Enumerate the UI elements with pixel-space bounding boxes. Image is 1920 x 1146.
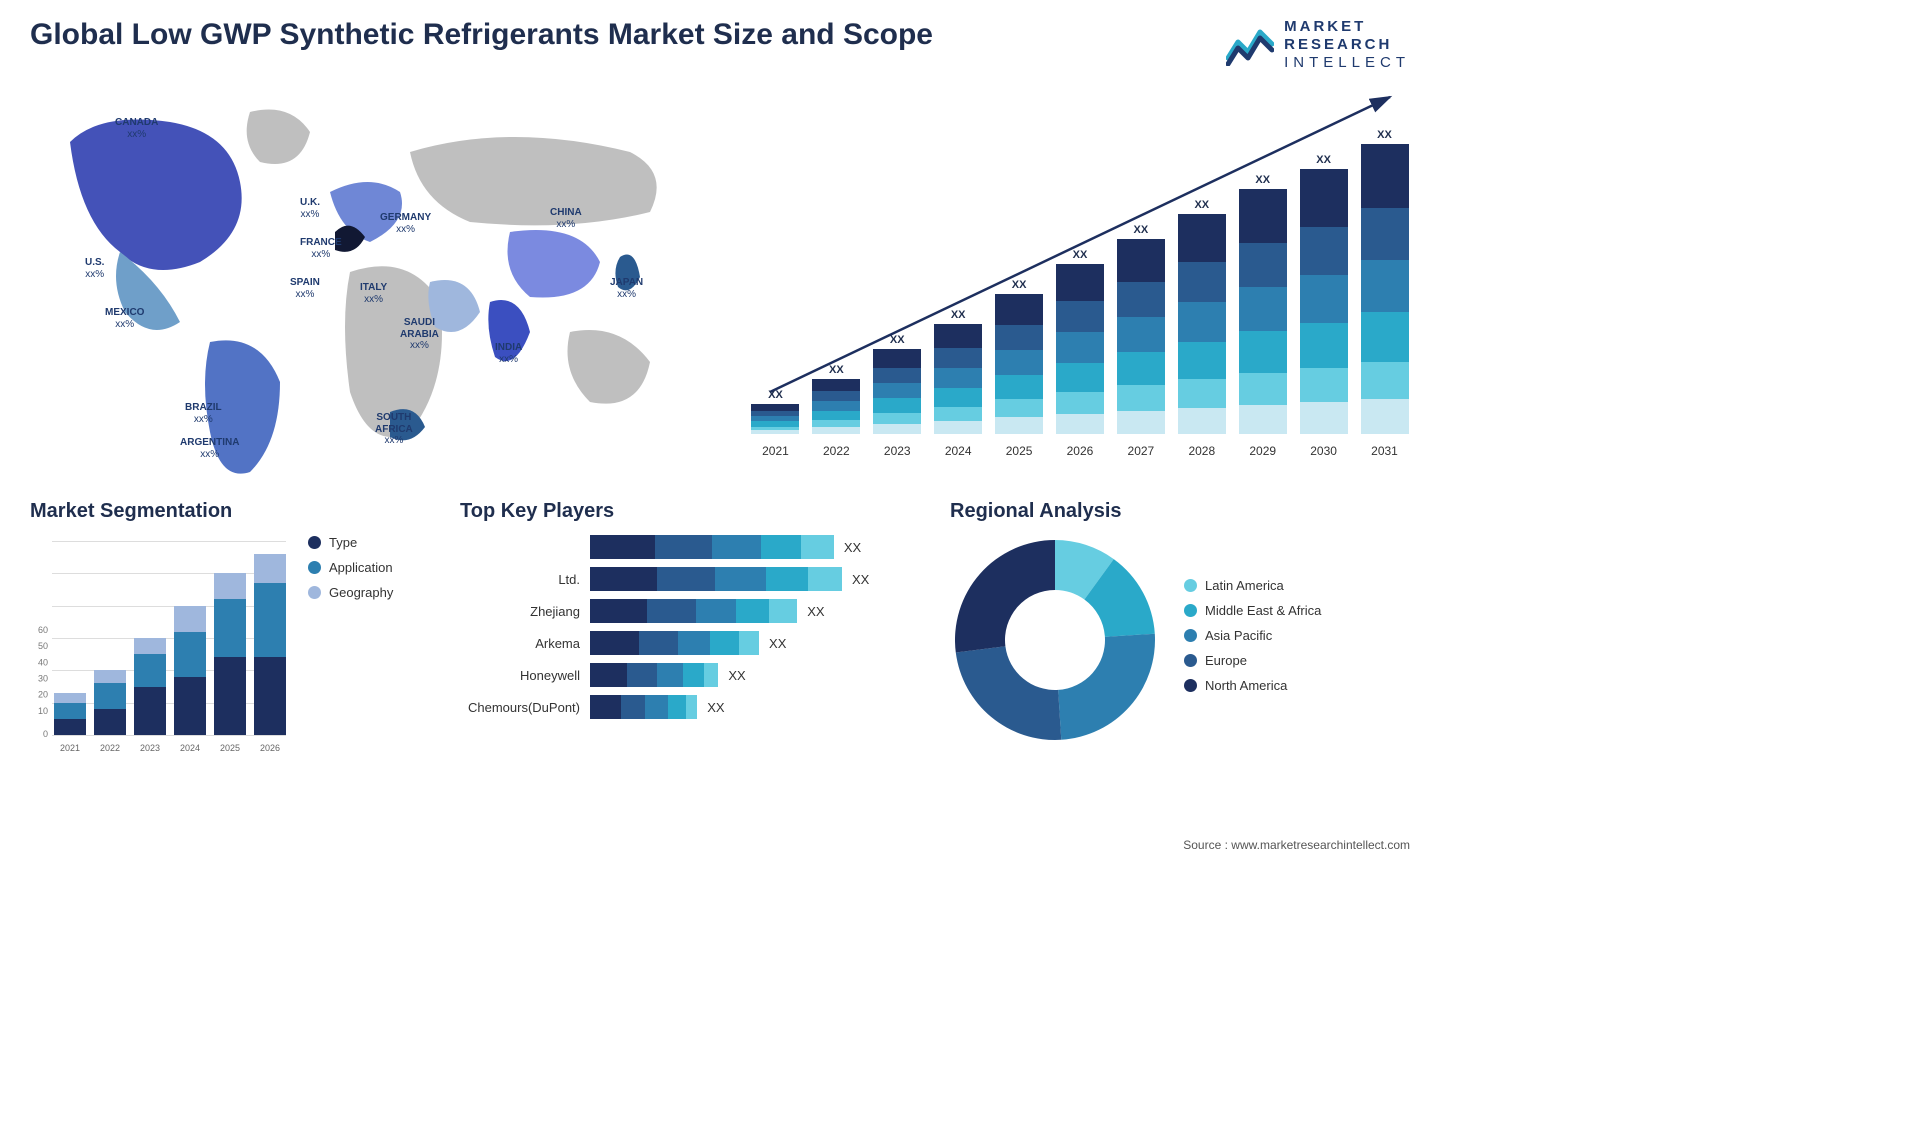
growth-bar: XX: [750, 389, 801, 434]
segmentation-bar: [174, 606, 206, 735]
growth-chart: XXXXXXXXXXXXXXXXXXXXXX 20212022202320242…: [750, 82, 1410, 462]
growth-bar: XX: [872, 334, 923, 434]
map-label: JAPANxx%: [610, 277, 643, 300]
legend-item: Middle East & Africa: [1184, 603, 1321, 618]
legend-item: Europe: [1184, 653, 1321, 668]
segmentation-bar: [254, 554, 286, 735]
source-attribution: Source : www.marketresearchintellect.com: [1183, 838, 1410, 852]
regional-legend: Latin America Middle East & Africa Asia Pa…: [1184, 578, 1321, 703]
key-player-row: Ltd.XX: [460, 567, 920, 591]
page-title: Global Low GWP Synthetic Refrigerants Ma…: [30, 18, 933, 52]
map-label: U.K.xx%: [300, 197, 320, 220]
world-map: CANADAxx% U.S.xx% MEXICOxx% BRAZILxx% ARGENT…: [30, 82, 710, 482]
segmentation-bar: [54, 693, 86, 735]
key-player-row: XX: [460, 535, 920, 559]
growth-bar: XX: [1115, 224, 1166, 434]
map-label: INDIAxx%: [495, 342, 522, 365]
growth-bar: XX: [1298, 154, 1349, 434]
donut-slice: [955, 540, 1055, 653]
legend-item: Asia Pacific: [1184, 628, 1321, 643]
legend-item: Latin America: [1184, 578, 1321, 593]
growth-bar: XX: [933, 309, 984, 434]
logo-line1: MARKET: [1284, 18, 1410, 36]
segmentation-bar: [134, 638, 166, 735]
map-label: ARGENTINAxx%: [180, 437, 239, 460]
donut-slice: [956, 646, 1061, 740]
map-label: BRAZILxx%: [185, 402, 222, 425]
growth-bar: XX: [1237, 174, 1288, 434]
regional-title: Regional Analysis: [950, 500, 1410, 523]
legend-item: Application: [308, 560, 393, 575]
segmentation-bar: [94, 670, 126, 735]
key-player-row: ArkemaXX: [460, 631, 920, 655]
logo-line3: INTELLECT: [1284, 54, 1410, 72]
growth-bar: XX: [1176, 199, 1227, 434]
key-players-title: Top Key Players: [460, 500, 920, 523]
key-player-row: ZhejiangXX: [460, 599, 920, 623]
legend-item: Type: [308, 535, 393, 550]
map-label: FRANCExx%: [300, 237, 342, 260]
regional-donut: [950, 535, 1160, 745]
map-label: MEXICOxx%: [105, 307, 144, 330]
growth-bar: XX: [1055, 249, 1106, 434]
map-label: ITALYxx%: [360, 282, 387, 305]
growth-bar: XX: [1359, 129, 1410, 434]
donut-slice: [1058, 634, 1155, 740]
logo-line2: RESEARCH: [1284, 36, 1410, 54]
segmentation-legend: Type Application Geography: [308, 535, 393, 755]
map-label: U.S.xx%: [85, 257, 104, 280]
map-label: SAUDIARABIAxx%: [400, 317, 439, 352]
map-label: SPAINxx%: [290, 277, 320, 300]
segmentation-bar: [214, 573, 246, 735]
map-label: CHINAxx%: [550, 207, 582, 230]
brand-logo: MARKET RESEARCH INTELLECT: [1226, 18, 1410, 72]
key-player-row: HoneywellXX: [460, 663, 920, 687]
segmentation-chart: 0102030405060 202120222023202420252026: [30, 535, 290, 755]
key-players-chart: XX Ltd.XX ZhejiangXX ArkemaXX HoneywellXX Che…: [460, 535, 920, 719]
growth-bar: XX: [994, 279, 1045, 434]
map-label: SOUTHAFRICAxx%: [375, 412, 413, 447]
key-player-row: Chemours(DuPont)XX: [460, 695, 920, 719]
legend-item: North America: [1184, 678, 1321, 693]
segmentation-title: Market Segmentation: [30, 500, 430, 523]
map-label: CANADAxx%: [115, 117, 158, 140]
legend-item: Geography: [308, 585, 393, 600]
map-label: GERMANYxx%: [380, 212, 431, 235]
growth-bar: XX: [811, 364, 862, 434]
